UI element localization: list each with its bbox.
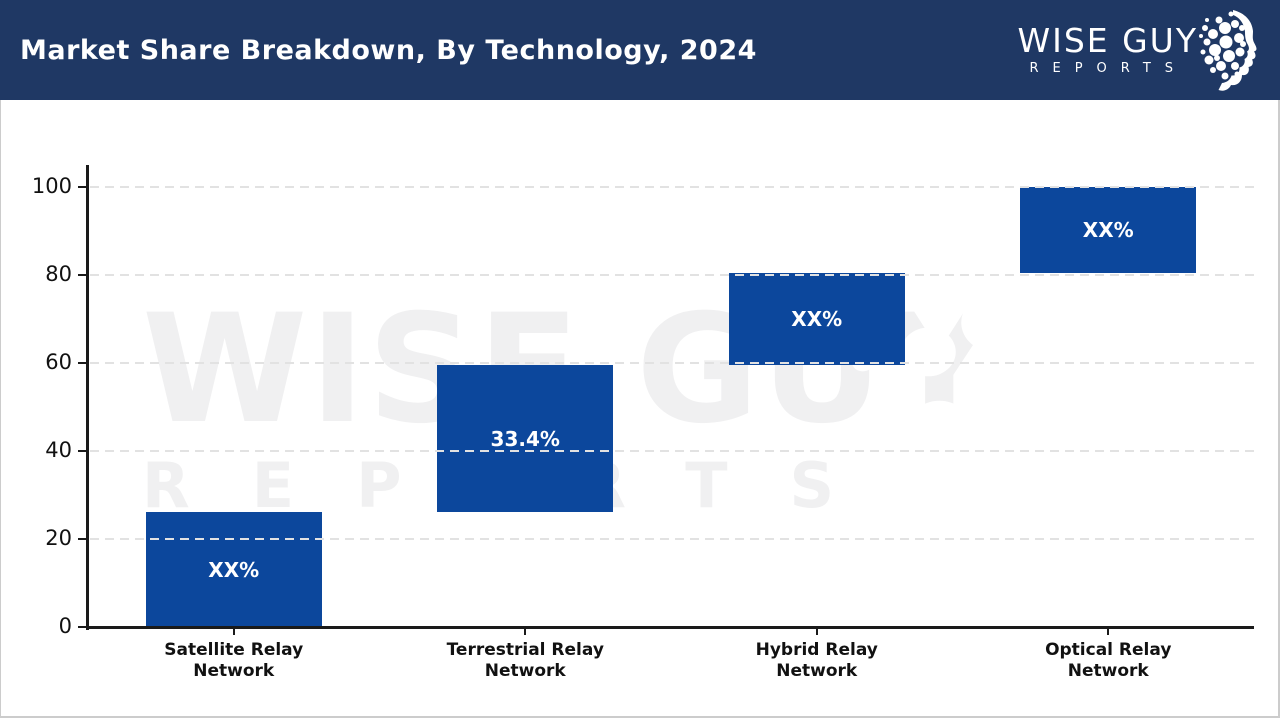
bar-value-label: XX% bbox=[1082, 218, 1134, 243]
x-tick-label: Optical Relay Network bbox=[993, 640, 1223, 682]
gridline bbox=[90, 186, 1254, 188]
y-tick-label: 100 bbox=[31, 174, 72, 198]
y-tick-mark bbox=[78, 626, 88, 628]
gridline bbox=[90, 538, 1254, 540]
gridline bbox=[90, 274, 1254, 276]
x-tick-label-line: Hybrid Relay bbox=[755, 640, 878, 660]
x-axis-line bbox=[86, 626, 1254, 629]
x-tick-mark bbox=[1107, 628, 1110, 635]
bar-value-label: 33.4% bbox=[490, 426, 560, 451]
y-tick-label: 0 bbox=[58, 614, 72, 638]
y-axis-line bbox=[86, 165, 89, 630]
y-tick-label: 20 bbox=[45, 526, 72, 550]
bar-value-label: XX% bbox=[791, 307, 843, 332]
y-tick-mark bbox=[78, 450, 88, 452]
bar-value-label: XX% bbox=[208, 557, 260, 582]
bar: XX% bbox=[728, 273, 905, 366]
chart-area: WISE GUY REPORTS XX%Satellite RelayNetwo… bbox=[0, 100, 1280, 720]
x-tick-mark bbox=[232, 628, 235, 635]
y-tick-mark bbox=[78, 362, 88, 364]
left-edge-line bbox=[0, 100, 1, 717]
y-tick-mark bbox=[78, 538, 88, 540]
logo-wordmark-line2: REPORTS bbox=[1029, 61, 1188, 76]
logo-wordmark-line1: WISE GUY bbox=[1017, 21, 1198, 60]
y-tick-label: 60 bbox=[45, 350, 72, 374]
right-edge-line bbox=[1278, 100, 1280, 717]
bottom-edge-line bbox=[0, 716, 1280, 718]
x-tick-label-line: Optical Relay bbox=[1045, 640, 1172, 660]
x-tick-label-line: Terrestrial Relay bbox=[446, 640, 604, 660]
y-tick-label: 40 bbox=[45, 438, 72, 462]
x-tick-mark bbox=[815, 628, 818, 635]
bar: XX% bbox=[1020, 187, 1197, 274]
dotted-head-icon bbox=[1199, 10, 1257, 91]
gridline bbox=[90, 362, 1254, 364]
x-tick-label-line: Network bbox=[193, 661, 275, 681]
chart-title: Market Share Breakdown, By Technology, 2… bbox=[20, 34, 757, 66]
brand-logo: WISE GUY REPORTS bbox=[1017, 8, 1280, 92]
x-tick-label: Hybrid Relay Network bbox=[702, 640, 932, 682]
y-tick-mark bbox=[78, 274, 88, 276]
x-tick-label-line: Network bbox=[484, 661, 566, 681]
gridline bbox=[90, 450, 1254, 452]
logo-wordmark: WISE GUY REPORTS bbox=[1017, 21, 1198, 77]
x-tick-label: Satellite Relay Network bbox=[119, 640, 349, 682]
x-tick-label-line: Network bbox=[1067, 661, 1149, 681]
bar: XX% bbox=[145, 512, 322, 627]
x-tick-label: Terrestrial Relay Network bbox=[410, 640, 640, 682]
y-tick-mark bbox=[78, 186, 88, 188]
x-tick-mark bbox=[524, 628, 527, 635]
y-tick-label: 80 bbox=[45, 262, 72, 286]
bar: 33.4% bbox=[437, 365, 614, 513]
x-tick-label-line: Network bbox=[776, 661, 858, 681]
header: Market Share Breakdown, By Technology, 2… bbox=[0, 0, 1280, 100]
x-tick-label-line: Satellite Relay bbox=[164, 640, 304, 660]
